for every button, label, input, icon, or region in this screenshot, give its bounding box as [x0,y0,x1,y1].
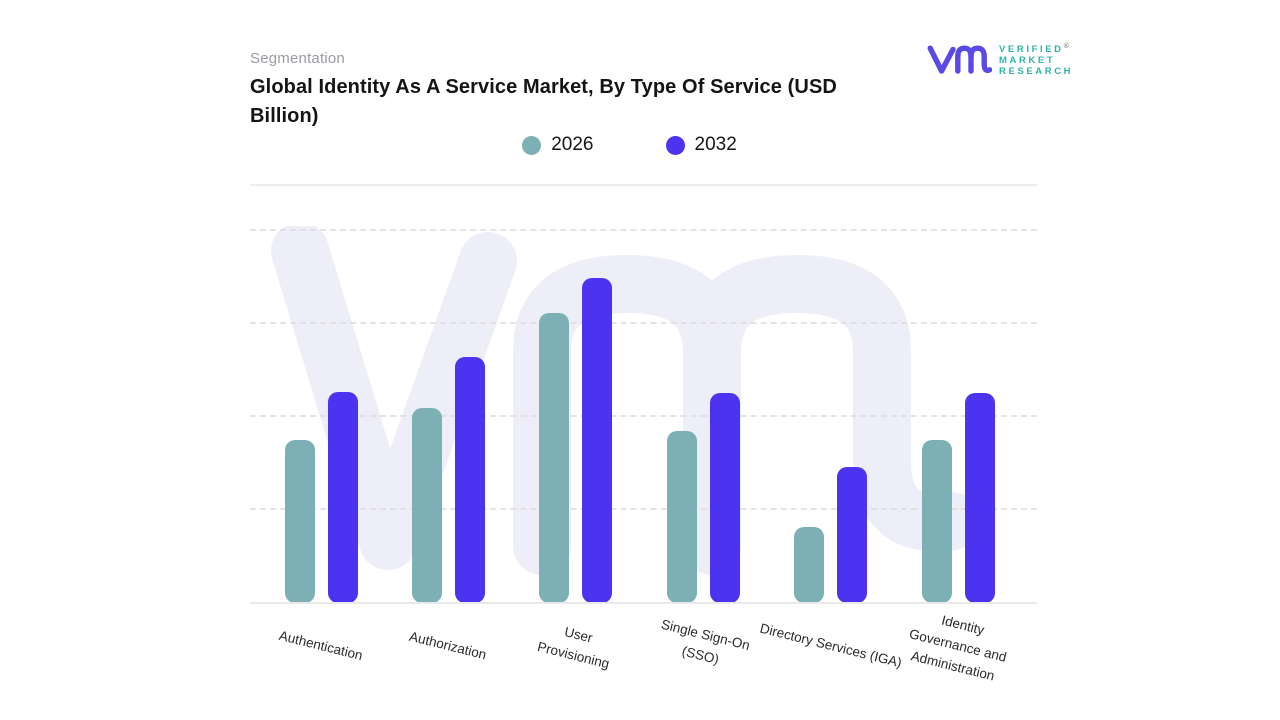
bar-2026-single-sign-on-sso[interactable] [666,431,697,603]
gridline [250,415,1037,417]
bar-2026-identity-governance-and-administration[interactable] [921,440,952,603]
bar-2032-single-sign-on-sso[interactable] [709,393,740,603]
gridline [250,322,1037,324]
registered-mark: ® [1063,42,1069,50]
brand-wordmark: VERIFIED® MARKET RESEARCH [999,41,1073,77]
bar-2032-identity-governance-and-administration[interactable] [964,393,995,603]
bar-2032-authentication[interactable] [327,392,358,603]
legend-label: 2032 [694,134,737,155]
legend-swatch-2032 [665,135,685,155]
chart-legend: 2026 2032 [236,134,1023,156]
chart-title-line-2: Billion) [250,105,319,127]
gridline [250,229,1037,231]
bar-2032-authorization[interactable] [454,357,485,603]
gridline [250,508,1037,510]
plot-area [250,224,1037,604]
bar-2032-directory-services-iga[interactable] [837,467,868,603]
bar-2032-user-provisioning[interactable] [582,278,613,603]
chart-title: Global Identity As A Service Market, By … [250,73,930,131]
legend-item-2026[interactable]: 2026 [522,134,594,156]
bar-2026-directory-services-iga[interactable] [794,527,825,603]
brand-word-verified: VERIFIED® [999,42,1069,56]
bar-2026-user-provisioning[interactable] [539,313,570,603]
category-labels: Authentication Authorization User Provision… [250,604,1037,694]
legend-swatch-2026 [522,135,542,155]
vmr-watermark-icon [271,226,981,575]
eyebrow-label: Segmentation [250,50,345,67]
bar-2026-authorization[interactable] [411,408,442,603]
chart-title-line-1: Global Identity As A Service Market, By … [250,76,837,98]
legend-item-2032[interactable]: 2032 [665,134,737,156]
brand-word-research: RESEARCH [999,66,1074,78]
legend-divider [250,184,1037,186]
legend-label: 2026 [551,134,594,155]
bar-2026-authentication[interactable] [284,440,315,603]
vmr-logo-icon [927,45,992,74]
brand-logo: VERIFIED® MARKET RESEARCH [926,38,1073,80]
x-axis-line [250,602,1037,604]
brand-word-market: MARKET [999,55,1056,67]
